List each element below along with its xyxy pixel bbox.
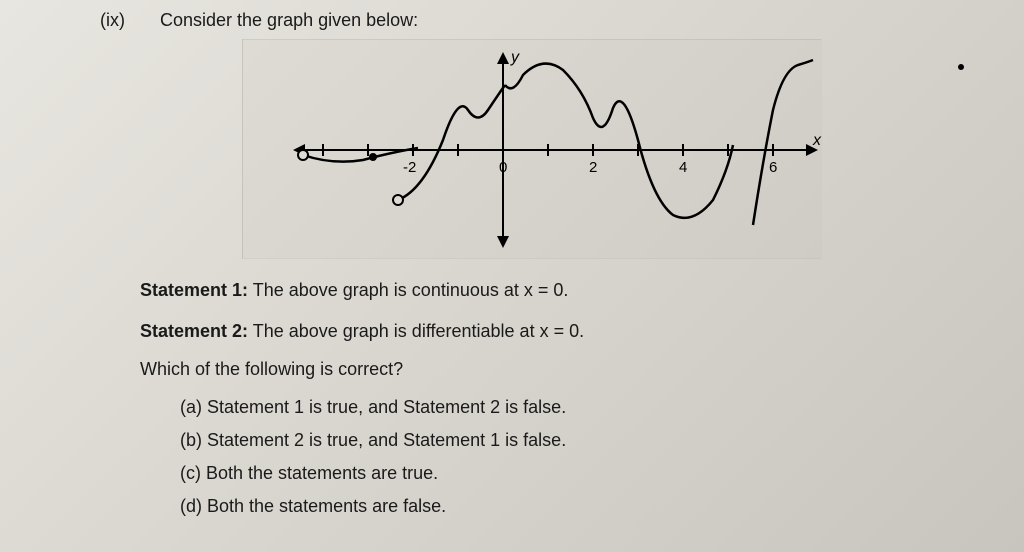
closed-circle [369, 153, 377, 161]
options-list: (a) Statement 1 is true, and Statement 2… [180, 394, 964, 520]
tick-label: 2 [589, 159, 597, 176]
open-circle-2 [393, 195, 403, 205]
tick-label: 4 [679, 159, 687, 176]
tick-label: 0 [499, 159, 507, 176]
statement-2: Statement 2: The above graph is differen… [140, 318, 964, 345]
option-d: (d) Both the statements are false. [180, 493, 964, 520]
statement-1-label: Statement 1: [140, 280, 248, 300]
curve-segment-4 [753, 60, 813, 225]
which-question: Which of the following is correct? [140, 359, 964, 380]
curve-segment-3 [505, 64, 733, 218]
x-tick-labels: -2 0 2 4 6 [403, 159, 777, 176]
question-number: (ix) [100, 10, 140, 31]
y-axis-label: y [510, 49, 520, 66]
curve-segment-2 [398, 85, 505, 200]
tick-label: 6 [769, 159, 777, 176]
statement-2-text: The above graph is differentiable at x =… [248, 321, 584, 341]
tick-label: -2 [403, 159, 416, 176]
statement-2-label: Statement 2: [140, 321, 248, 341]
page-dot [958, 64, 964, 70]
statement-1-text: The above graph is continuous at x = 0. [248, 280, 568, 300]
open-circle-1 [298, 150, 308, 160]
question-text: Consider the graph given below: [160, 10, 418, 31]
option-c: (c) Both the statements are true. [180, 460, 964, 487]
option-b: (b) Statement 2 is true, and Statement 1… [180, 427, 964, 454]
graph-figure: -2 0 2 4 6 x y [242, 39, 822, 259]
arrow-down [497, 236, 509, 248]
statement-1: Statement 1: The above graph is continuo… [140, 277, 964, 304]
option-a: (a) Statement 1 is true, and Statement 2… [180, 394, 964, 421]
x-axis-label: x [812, 132, 822, 149]
graph-svg: -2 0 2 4 6 x y [243, 40, 823, 260]
arrow-up [497, 52, 509, 64]
